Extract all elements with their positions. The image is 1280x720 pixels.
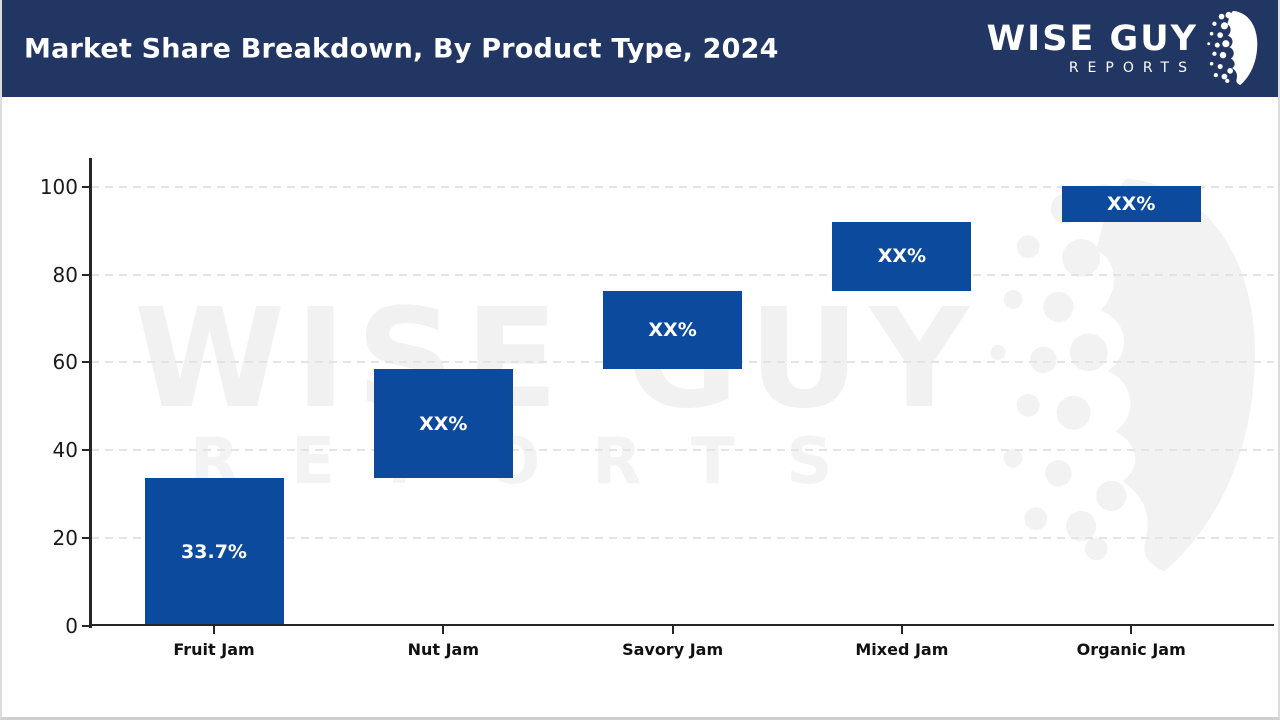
bar-value-label: XX% xyxy=(648,319,697,341)
watermark-wordmark: WISE GUY xyxy=(134,280,979,439)
y-tick-label: 40 xyxy=(52,438,78,463)
bar-segment: XX% xyxy=(603,290,743,370)
x-axis-tick xyxy=(442,625,445,634)
y-tick-label: 20 xyxy=(52,525,78,550)
header-bar: Market Share Breakdown, By Product Type,… xyxy=(2,0,1278,97)
bar-value-label: XX% xyxy=(877,245,927,268)
y-axis-tick xyxy=(82,624,90,627)
bar-segment: XX% xyxy=(832,221,972,291)
x-category-label: Nut Jam xyxy=(407,640,479,659)
x-category-label: Fruit Jam xyxy=(173,640,255,659)
bar-value-label: XX% xyxy=(419,412,468,435)
x-axis-tick xyxy=(900,625,903,634)
x-category-label: Mixed Jam xyxy=(855,640,949,659)
x-axis-line xyxy=(89,623,1274,626)
x-axis-tick xyxy=(671,625,674,634)
gridline xyxy=(91,186,1274,189)
bar-value-label: XX% xyxy=(1107,192,1156,215)
logo-line1: WISE GUY xyxy=(986,18,1198,59)
y-axis-tick xyxy=(82,449,90,452)
y-tick-label: 80 xyxy=(52,262,78,287)
logo-face-icon xyxy=(1207,10,1258,86)
bar-segment: 33.7% xyxy=(144,477,284,626)
gridline xyxy=(91,273,1274,276)
y-tick-label: 60 xyxy=(52,350,78,375)
x-axis-tick xyxy=(213,625,215,634)
y-axis-tick xyxy=(82,186,90,189)
x-axis-tick xyxy=(1130,625,1133,634)
y-axis-tick xyxy=(82,273,90,276)
bar-value-label: 33.7% xyxy=(181,540,247,563)
gridline xyxy=(91,536,1274,539)
watermark-reports: REPORTS xyxy=(190,425,885,499)
bar-segment: XX% xyxy=(373,369,513,478)
y-axis-tick xyxy=(82,536,90,539)
y-axis-line xyxy=(89,158,92,628)
brand-logo: WISE GUY REPORTS xyxy=(987,8,1264,88)
x-category-label: Organic Jam xyxy=(1076,640,1186,659)
x-category-label: Savory Jam xyxy=(622,640,724,659)
y-tick-label: 0 xyxy=(65,613,78,638)
y-tick-label: 100 xyxy=(39,175,78,200)
page-title: Market Share Breakdown, By Product Type,… xyxy=(24,33,779,64)
y-axis-tick xyxy=(82,361,90,364)
logo-wordmark: WISE GUY REPORTS xyxy=(987,21,1198,76)
logo-line2: REPORTS xyxy=(1068,59,1196,76)
gridline xyxy=(91,449,1274,452)
bar-segment: XX% xyxy=(1061,185,1201,222)
